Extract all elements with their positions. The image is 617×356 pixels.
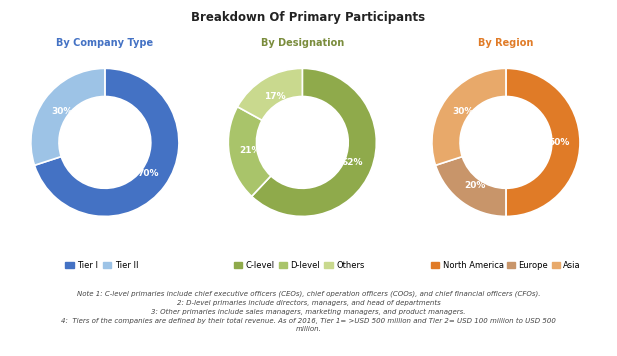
- Legend: Tier I, Tier II: Tier I, Tier II: [62, 257, 141, 273]
- Text: Note 1: C-level primaries include chief executive officers (CEOs), chief operati: Note 1: C-level primaries include chief …: [61, 290, 556, 332]
- Title: By Designation: By Designation: [261, 38, 344, 48]
- Title: By Company Type: By Company Type: [56, 38, 154, 48]
- Wedge shape: [238, 68, 302, 120]
- Wedge shape: [436, 157, 506, 216]
- Legend: North America, Europe, Asia: North America, Europe, Asia: [428, 257, 584, 273]
- Wedge shape: [35, 68, 179, 216]
- Text: 20%: 20%: [464, 181, 486, 190]
- Text: 30%: 30%: [51, 106, 72, 116]
- Wedge shape: [432, 68, 506, 165]
- Text: 70%: 70%: [137, 169, 159, 178]
- Text: 30%: 30%: [452, 106, 473, 116]
- Title: By Region: By Region: [478, 38, 534, 48]
- Text: 62%: 62%: [341, 157, 363, 167]
- Wedge shape: [228, 107, 271, 197]
- Wedge shape: [31, 68, 105, 165]
- Text: Breakdown Of Primary Participants: Breakdown Of Primary Participants: [191, 11, 426, 24]
- Text: 50%: 50%: [549, 138, 570, 147]
- Wedge shape: [252, 68, 376, 216]
- Wedge shape: [506, 68, 580, 216]
- Text: 17%: 17%: [264, 92, 286, 101]
- Text: 21%: 21%: [239, 146, 260, 155]
- Legend: C-level, D-level, Others: C-level, D-level, Others: [231, 257, 368, 273]
